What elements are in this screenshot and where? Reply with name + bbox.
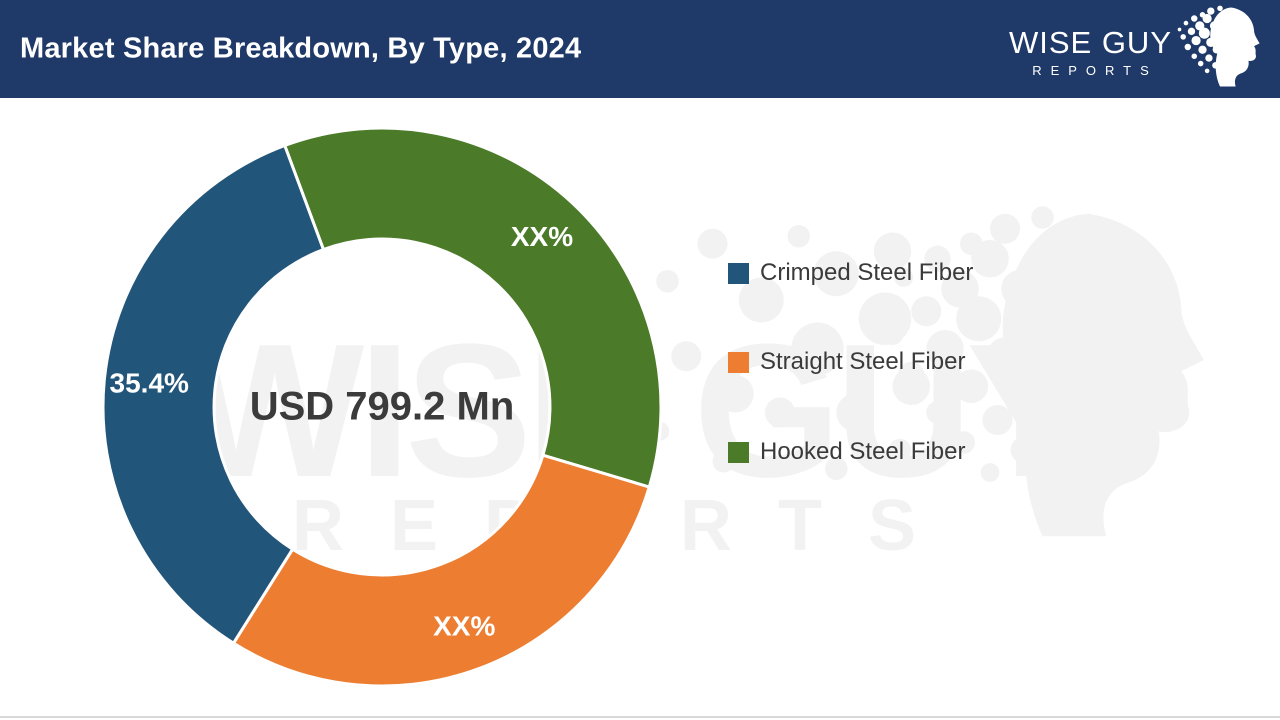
legend-swatch-hooked xyxy=(728,441,749,463)
slice-label-straight: XX% xyxy=(433,611,495,642)
watermark-head-graphic xyxy=(650,206,1204,537)
chart-area: WISE GUY REPORTS XX%XX%35.4% USD 799.2 M… xyxy=(0,98,1280,720)
legend-item-straight: Straight Steel Fiber xyxy=(728,341,965,383)
legend-swatch-straight xyxy=(728,351,749,373)
legend-item-crimped: Crimped Steel Fiber xyxy=(728,252,973,294)
legend-swatch-crimped xyxy=(728,262,749,284)
donut-chart: XX% XX% 35.4% xyxy=(101,126,663,688)
legend-item-hooked: Hooked Steel Fiber xyxy=(728,431,965,473)
donut-segment-hooked xyxy=(282,126,663,489)
head-profile-icon xyxy=(1177,5,1260,87)
bottom-divider xyxy=(0,716,1280,718)
slice-label-hooked: XX% xyxy=(511,221,573,252)
center-value-label: USD 799.2 Mn xyxy=(249,384,515,429)
legend-label-crimped: Crimped Steel Fiber xyxy=(760,259,974,286)
donut-segment-crimped xyxy=(101,143,326,646)
logo-subtitle: REPORTS xyxy=(1032,62,1158,78)
logo-text: WISE GUY REPORTS xyxy=(1009,25,1172,78)
header-bar: Market Share Breakdown, By Type, 2024 WI… xyxy=(0,0,1280,98)
legend-label-hooked: Hooked Steel Fiber xyxy=(760,438,966,465)
donut-segment-straight xyxy=(231,453,652,688)
logo-wordmark: WISE GUY xyxy=(1008,24,1172,60)
slice-label-crimped: 35.4% xyxy=(110,368,189,399)
legend-label-straight: Straight Steel Fiber xyxy=(760,348,966,375)
wise-guy-logo: WISE GUY REPORTS xyxy=(1009,4,1266,90)
page-title: Market Share Breakdown, By Type, 2024 xyxy=(20,32,582,65)
